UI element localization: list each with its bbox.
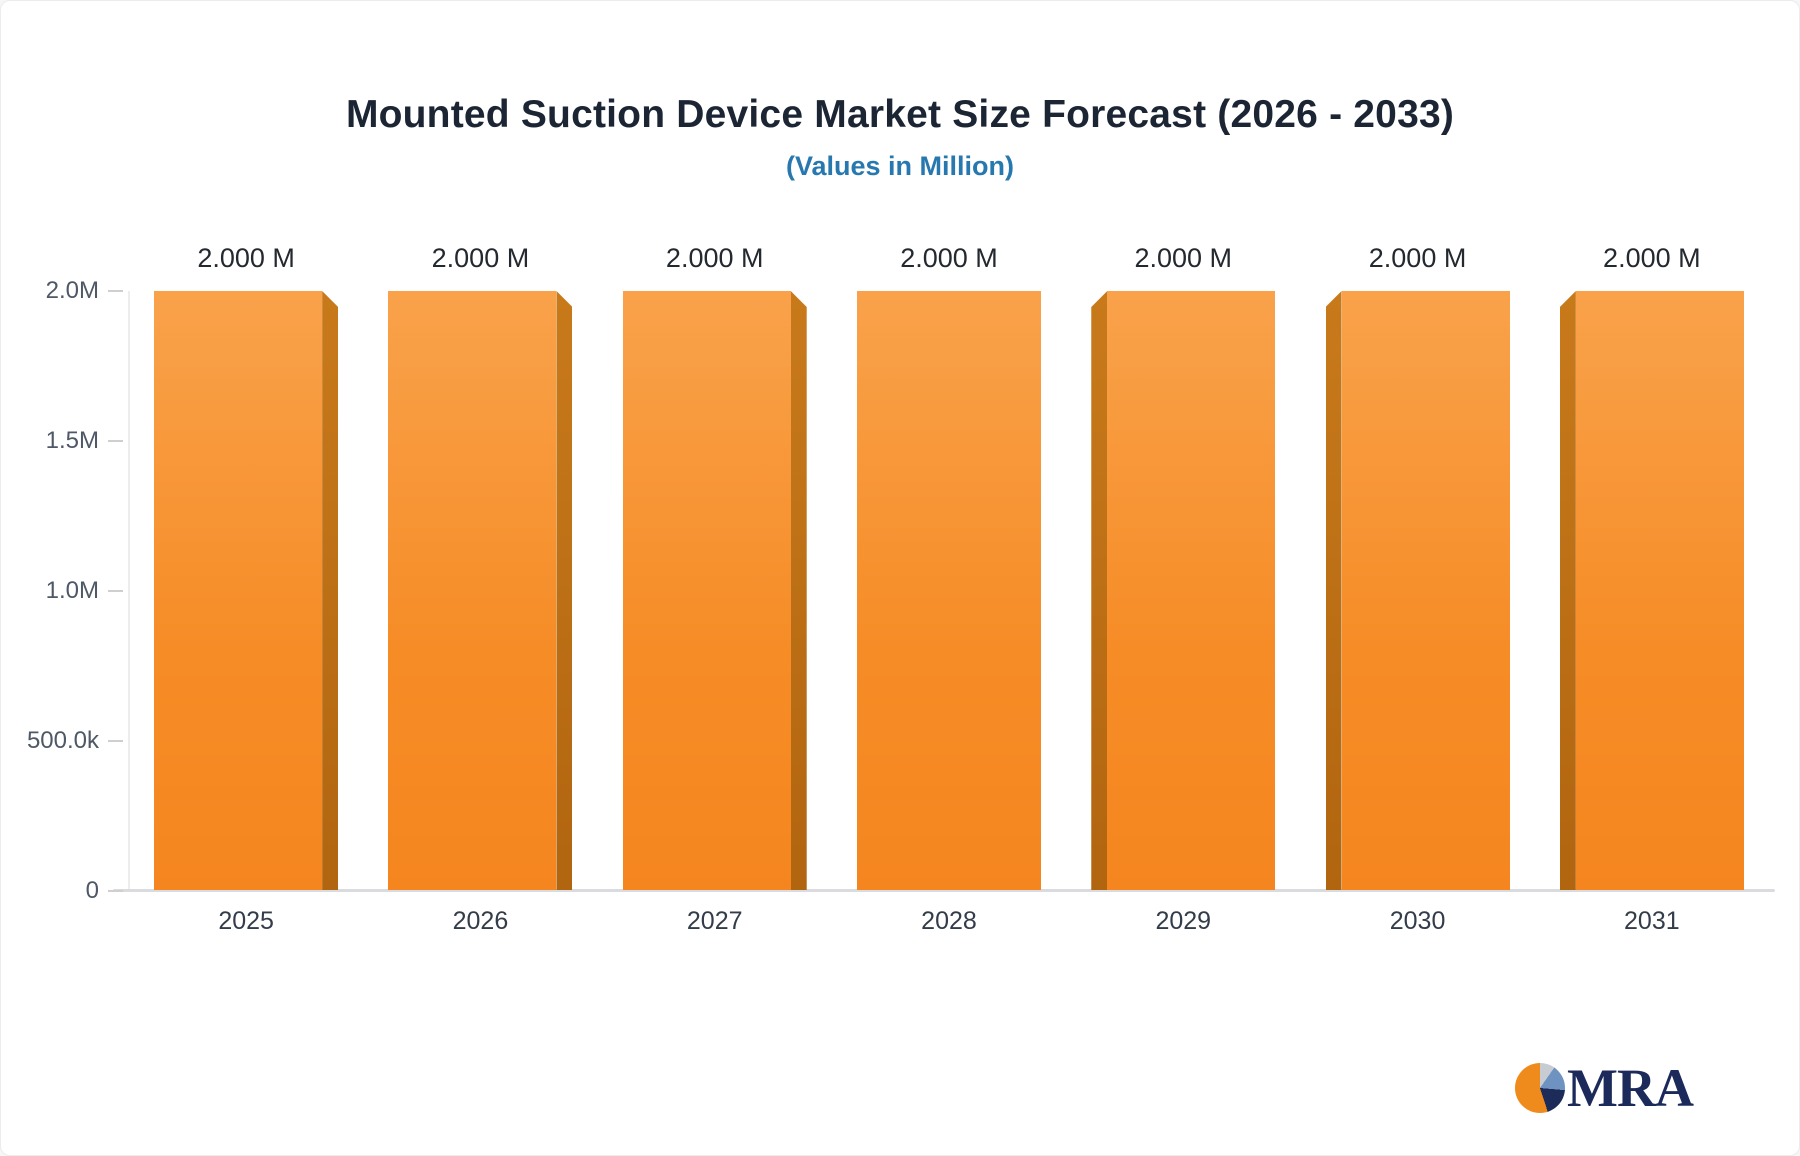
bar-side-face <box>790 291 807 890</box>
mra-logo: MRA <box>1515 1058 1694 1118</box>
bar-slot: 2.000 M <box>129 243 363 890</box>
x-tick-label: 2031 <box>1624 907 1680 935</box>
x-axis-line <box>113 889 1775 892</box>
y-tick-mark <box>108 590 123 592</box>
bar-slot: 2.000 M <box>598 243 832 890</box>
bar-slot: 2.000 M <box>832 243 1066 890</box>
y-tick-mark <box>108 440 123 442</box>
bar-side-face <box>1091 291 1108 890</box>
bar-value-label: 2.000 M <box>197 243 295 273</box>
bar-2026: 2.000 M <box>388 243 573 890</box>
x-tick-label: 2026 <box>452 907 509 935</box>
bar-face <box>1107 291 1276 890</box>
bar-face <box>1341 291 1510 890</box>
mra-logo-text: MRA <box>1567 1058 1694 1118</box>
bar-2025: 2.000 M <box>154 243 339 890</box>
y-tick-mark <box>108 740 123 742</box>
y-tick-label: 1.0M <box>45 577 99 604</box>
y-axis: 2.0M 1.5M 1.0M 500.0k 0 <box>1 277 123 904</box>
mra-logo-pie-icon <box>1515 1063 1566 1113</box>
x-tick-label: 2025 <box>218 907 274 935</box>
y-tick-mark <box>108 890 123 892</box>
y-tick: 500.0k <box>27 727 123 755</box>
bar-side-face <box>1559 291 1576 890</box>
x-tick-label: 2030 <box>1389 907 1446 935</box>
bar-side-face <box>556 291 573 890</box>
bar-value-label: 2.000 M <box>1134 243 1233 273</box>
bar-2029: 2.000 M <box>1091 243 1276 890</box>
bar-slot: 2.000 M <box>363 243 597 890</box>
bar-value-label: 2.000 M <box>1368 243 1467 273</box>
y-tick-label: 0 <box>85 877 99 904</box>
y-tick-label: 1.5M <box>45 427 99 454</box>
bar-side-face <box>1325 291 1342 890</box>
bar-2031: 2.000 M <box>1559 243 1744 890</box>
bar-2028: 2.000 M <box>856 243 1041 890</box>
chart-title: Mounted Suction Device Market Size Forec… <box>345 93 1455 136</box>
bar-value-label: 2.000 M <box>900 243 998 273</box>
bar-value-label: 2.000 M <box>665 243 764 273</box>
plot-area: 2.000 M 2.000 M 2.000 M 2.000 M 2.000 M 2.000… <box>129 243 1769 890</box>
bar-2027: 2.000 M <box>622 243 807 890</box>
bar-face <box>388 291 557 890</box>
y-tick-label: 500.0k <box>26 727 99 754</box>
chart-subtitle: (Values in Million) <box>785 151 1015 181</box>
bar-face <box>622 291 791 890</box>
y-tick: 2.0M <box>46 277 123 305</box>
bar-face <box>856 291 1041 890</box>
y-tick: 1.5M <box>46 427 123 455</box>
bar-value-label: 2.000 M <box>431 243 530 273</box>
y-tick: 0 <box>86 877 123 905</box>
y-axis-line <box>128 291 130 890</box>
bar-slot: 2.000 M <box>1535 243 1769 890</box>
x-tick-label: 2029 <box>1155 907 1212 935</box>
y-tick-mark <box>108 290 123 292</box>
x-tick-label: 2028 <box>921 907 977 935</box>
bar-slot: 2.000 M <box>1066 243 1300 890</box>
x-tick-label: 2027 <box>686 907 743 935</box>
bar-value-label: 2.000 M <box>1603 243 1701 273</box>
bar-side-face <box>322 291 339 890</box>
x-axis: 2025 2026 2027 2028 2029 2030 2031 <box>129 907 1769 936</box>
bar-2030: 2.000 M <box>1325 243 1510 890</box>
bar-face <box>1575 291 1744 890</box>
y-tick-label: 2.0M <box>45 277 99 304</box>
bar-face <box>154 291 323 890</box>
y-tick: 1.0M <box>46 577 123 605</box>
bar-slot: 2.000 M <box>1300 243 1534 890</box>
